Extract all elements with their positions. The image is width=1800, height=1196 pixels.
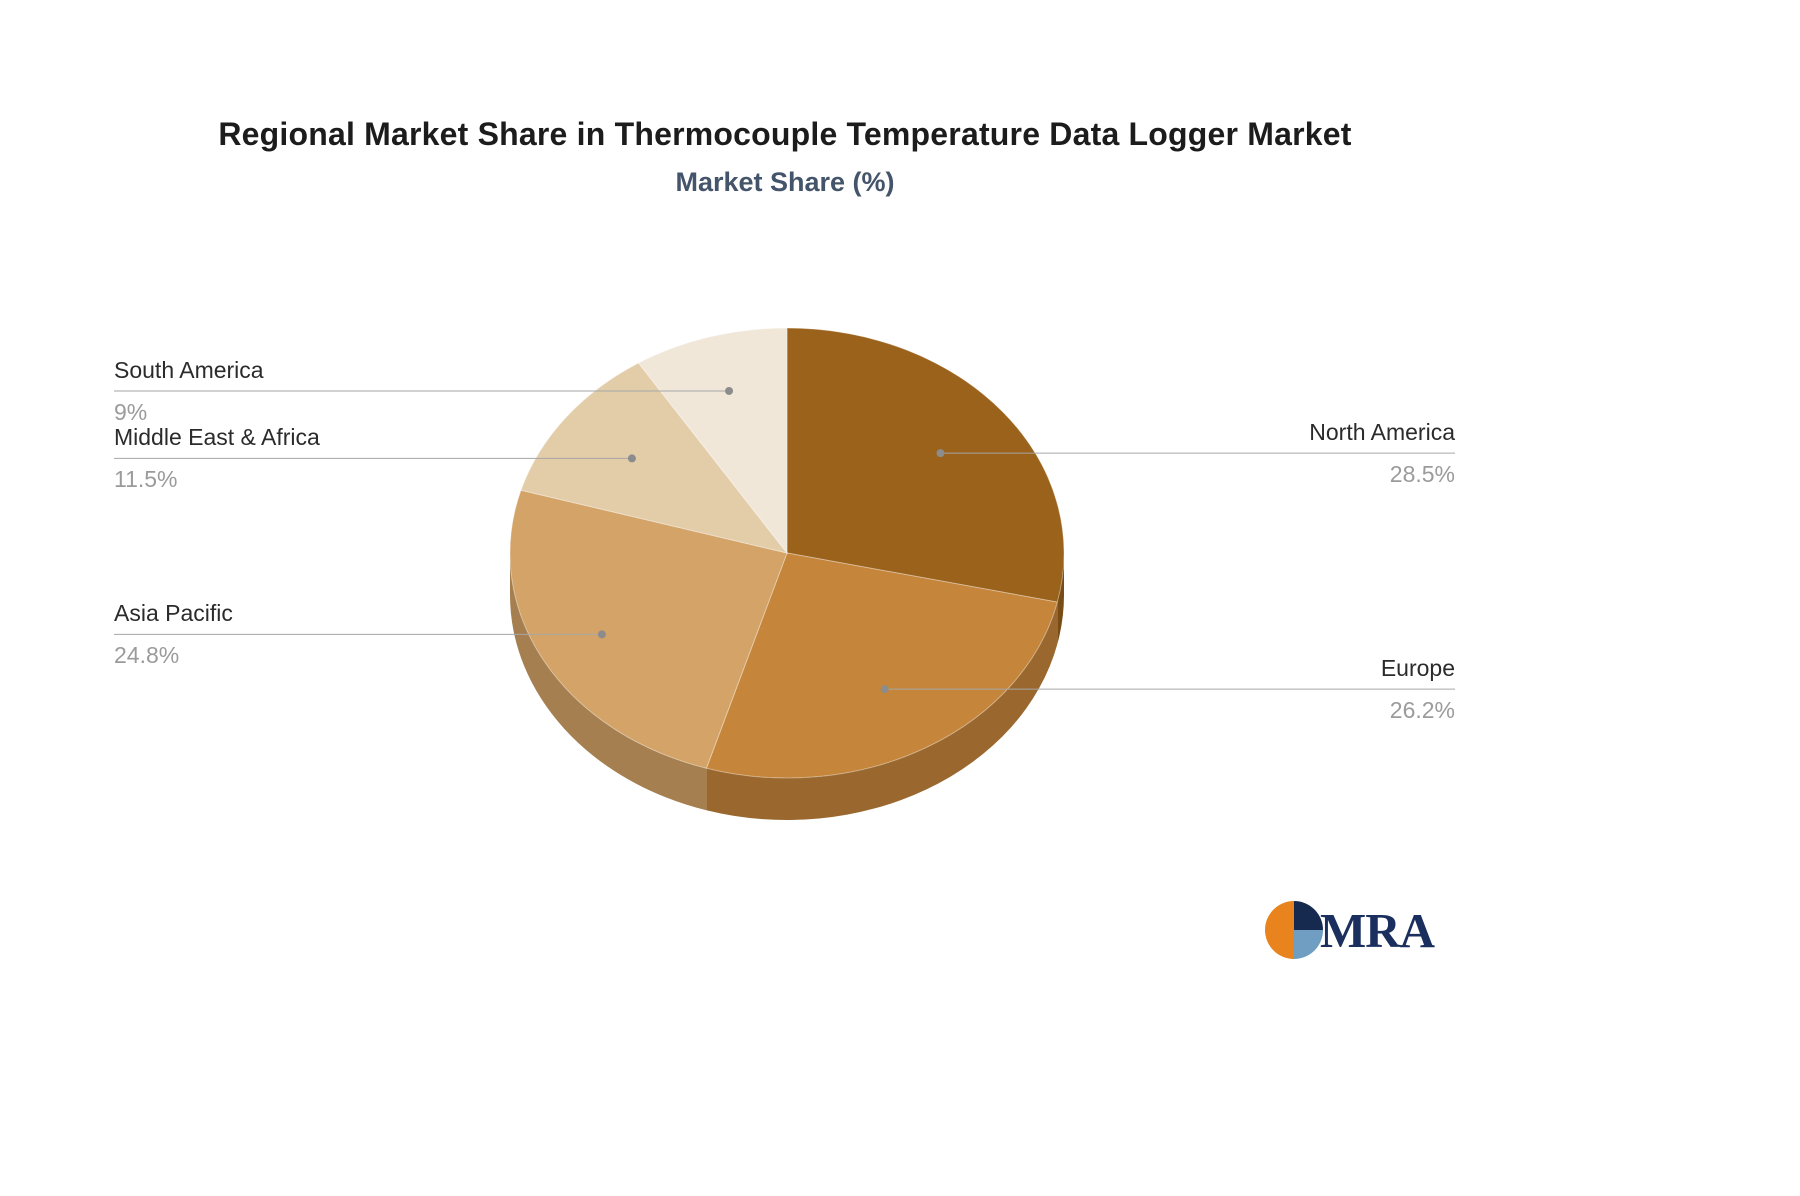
pie-slice-side-asia-pacific	[510, 553, 707, 811]
pie-slice-north-america	[786, 327, 1065, 603]
slice-value-south-america: 9%	[114, 398, 148, 425]
chart-subtitle: Market Share (%)	[675, 167, 895, 197]
pie-slice-asia-pacific	[509, 489, 788, 769]
slice-value-europe: 26.2%	[1389, 697, 1455, 724]
callout-europe: Europe 26.2%	[1025, 655, 1455, 724]
pie-slice-side-north-america	[1057, 553, 1064, 645]
chart-title: Regional Market Share in Thermocouple Te…	[218, 116, 1352, 152]
pie-slice-europe	[705, 552, 1058, 779]
callout-dot-europe	[880, 685, 889, 694]
slice-label-middle-east-africa: Middle East & Africa	[114, 424, 320, 451]
callout-dot-asia-pacific	[597, 630, 606, 639]
logo-pie-orange-segment	[1265, 901, 1294, 959]
callout-north-america: North America 28.5%	[1025, 419, 1455, 488]
callout-dot-south-america	[725, 386, 734, 395]
mra-logo: MRA	[1262, 890, 1442, 970]
slice-value-middle-east-africa: 11.5%	[114, 466, 178, 493]
slice-label-asia-pacific: Asia Pacific	[114, 600, 233, 627]
pie-slice-middle-east-africa	[520, 362, 789, 554]
slice-label-europe: Europe	[1380, 655, 1455, 682]
logo-text: MRA	[1320, 903, 1436, 958]
slice-value-north-america: 28.5%	[1389, 461, 1455, 488]
mra-logo-graphic: MRA	[1265, 901, 1437, 959]
slice-value-asia-pacific: 24.8%	[114, 642, 180, 669]
slice-label-south-america: South America	[114, 356, 264, 383]
pie-slice-south-america	[637, 327, 788, 555]
logo-pie-blue-segment	[1294, 930, 1323, 959]
callout-south-america: South America 9%	[114, 357, 544, 426]
callout-dot-north-america	[936, 449, 945, 458]
logo-pie-navy-segment	[1294, 901, 1323, 930]
callout-dot-middle-east-africa	[627, 454, 636, 463]
callout-asia-pacific: Asia Pacific 24.8%	[114, 600, 544, 669]
slice-label-north-america: North America	[1309, 419, 1455, 446]
callout-middle-east-africa: Middle East & Africa 11.5%	[114, 424, 544, 493]
pie-slice-side-europe	[706, 602, 1058, 820]
